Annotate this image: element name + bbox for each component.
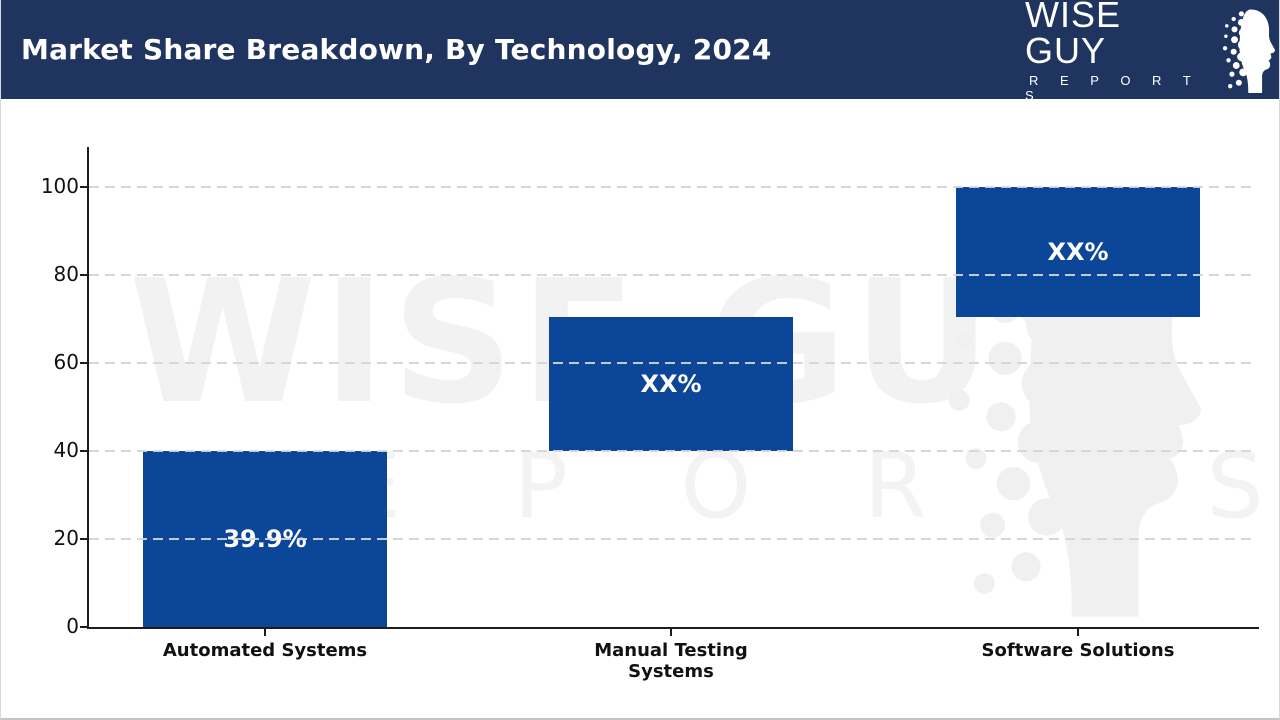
y-gridline xyxy=(89,538,1257,540)
y-tick-label: 100 xyxy=(40,174,79,198)
y-tick-mark xyxy=(80,362,88,364)
y-gridline xyxy=(89,274,1257,276)
y-tick-mark xyxy=(80,274,88,276)
page-title: Market Share Breakdown, By Technology, 2… xyxy=(21,33,772,66)
logo-subtitle: R E P O R T S xyxy=(1025,73,1200,103)
y-tick-label: 60 xyxy=(53,350,79,374)
y-tick-label: 80 xyxy=(53,262,79,286)
bar-chart: 0 20 40 60 80 100 39.9% XX% XX% Automated Systems… xyxy=(1,99,1279,718)
x-category-label: Manual Testing Systems xyxy=(594,640,748,682)
y-tick-mark xyxy=(80,186,88,188)
y-gridline xyxy=(89,186,1257,188)
y-tick-label: 40 xyxy=(53,438,79,462)
logo-wordmark: WISE GUY xyxy=(1025,0,1122,71)
y-tick-mark xyxy=(80,450,88,452)
header-bar: Market Share Breakdown, By Technology, 2… xyxy=(1,0,1279,103)
y-gridline xyxy=(89,450,1257,452)
y-tick-mark xyxy=(80,626,88,628)
y-axis-spine xyxy=(87,147,89,629)
logo-face-icon xyxy=(1213,6,1275,94)
y-tick-label: 0 xyxy=(66,614,79,638)
y-tick-mark xyxy=(80,538,88,540)
x-tick-mark xyxy=(264,629,266,636)
logo-text: WISE GUY R E P O R T S xyxy=(1025,0,1211,103)
bar-value-label: XX% xyxy=(1047,238,1109,267)
bar-segment: XX% xyxy=(956,187,1200,318)
x-category-label: Automated Systems xyxy=(162,640,368,661)
wise-guy-logo: WISE GUY R E P O R T S xyxy=(1025,0,1275,103)
x-axis-spine xyxy=(87,627,1259,629)
bar-value-label: XX% xyxy=(640,370,702,399)
x-tick-mark xyxy=(1077,629,1079,636)
y-tick-label: 20 xyxy=(53,526,79,550)
y-gridline xyxy=(89,362,1257,364)
bar-segment: XX% xyxy=(549,317,793,451)
x-category-label: Software Solutions xyxy=(981,640,1175,661)
x-tick-mark xyxy=(670,629,672,636)
